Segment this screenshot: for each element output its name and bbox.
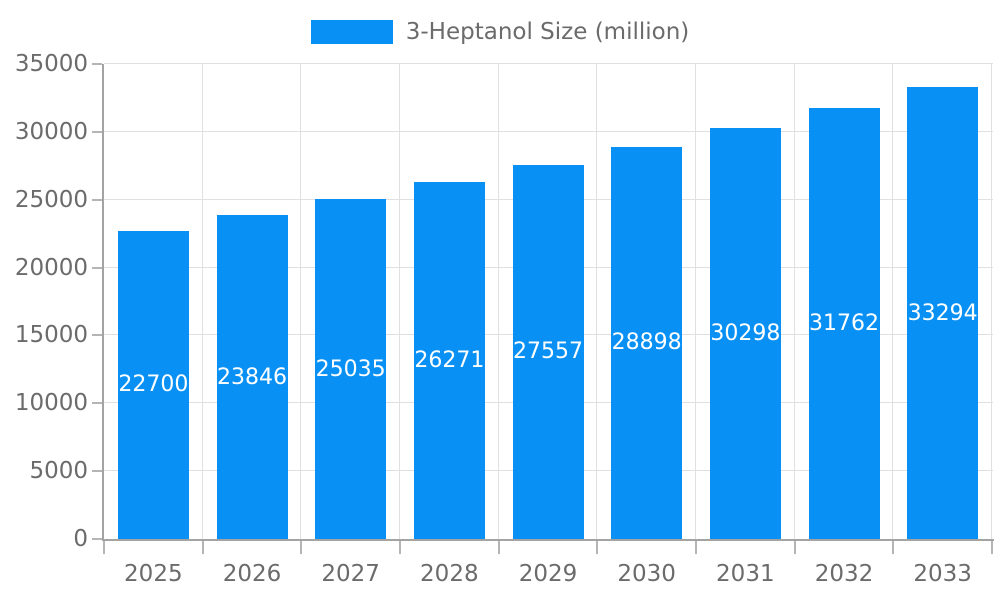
bar-value-label: 33294 bbox=[907, 300, 978, 326]
grid-line-horizontal bbox=[104, 130, 993, 132]
grid-line-vertical bbox=[596, 64, 598, 539]
legend: 3-Heptanol Size (million) bbox=[0, 18, 1000, 46]
y-axis-tick-label: 25000 bbox=[14, 186, 88, 213]
x-axis-tick-label: 2025 bbox=[124, 561, 183, 587]
legend-label: 3-Heptanol Size (million) bbox=[405, 19, 690, 45]
y-axis-tick-label: 35000 bbox=[14, 51, 88, 77]
x-axis-line bbox=[102, 539, 994, 541]
y-tick-mark bbox=[92, 334, 102, 337]
x-axis-tick-label: 2026 bbox=[222, 561, 282, 587]
x-tick-mark bbox=[991, 541, 993, 554]
bar-2033: 33294 bbox=[907, 87, 979, 539]
bar-2031: 30298 bbox=[709, 127, 781, 539]
grid-line-vertical bbox=[991, 64, 992, 539]
y-tick-mark bbox=[92, 538, 102, 540]
grid-line-vertical bbox=[399, 64, 400, 539]
bar-2026: 23846 bbox=[216, 215, 288, 539]
grid-line-vertical bbox=[300, 64, 302, 539]
y-axis-tick-label: 30000 bbox=[14, 118, 88, 145]
x-axis-tick-label: 2029 bbox=[518, 561, 578, 587]
x-tick-mark bbox=[103, 541, 105, 554]
x-tick-mark bbox=[300, 541, 303, 554]
x-tick-mark bbox=[695, 541, 697, 554]
x-axis-tick-label: 2031 bbox=[716, 561, 775, 587]
y-axis-line bbox=[102, 64, 104, 541]
bar-value-label: 23846 bbox=[217, 364, 287, 390]
y-tick-mark bbox=[92, 130, 102, 133]
y-axis-tick-label: 10000 bbox=[14, 390, 88, 417]
bar-value-label: 30298 bbox=[710, 320, 781, 346]
bar-value-label: 25035 bbox=[315, 356, 386, 382]
y-axis-tick-label: 15000 bbox=[14, 322, 88, 349]
y-tick-mark bbox=[92, 63, 102, 65]
y-tick-mark bbox=[92, 266, 102, 269]
y-axis-tick-label: 20000 bbox=[14, 254, 88, 281]
legend-swatch bbox=[310, 20, 393, 44]
x-axis-tick-label: 2032 bbox=[814, 561, 874, 587]
x-tick-mark bbox=[596, 541, 599, 554]
y-tick-mark bbox=[92, 402, 102, 405]
x-axis-tick-label: 2033 bbox=[913, 561, 972, 587]
bar-2027: 25035 bbox=[315, 199, 387, 539]
grid-line-horizontal bbox=[104, 63, 993, 64]
x-tick-mark bbox=[793, 541, 796, 554]
bar-2032: 31762 bbox=[808, 107, 880, 539]
grid-line-vertical bbox=[793, 64, 795, 539]
bar-value-label: 31762 bbox=[809, 310, 879, 336]
bar-2029: 27557 bbox=[512, 165, 584, 539]
x-axis-tick-label: 2030 bbox=[617, 561, 676, 587]
y-axis-tick-label: 0 bbox=[73, 526, 88, 552]
grid-line-vertical bbox=[497, 64, 499, 539]
bar-2030: 28898 bbox=[611, 146, 683, 539]
bar-value-label: 22700 bbox=[118, 372, 189, 398]
bar-2028: 26271 bbox=[413, 182, 485, 539]
x-tick-mark bbox=[497, 541, 500, 554]
x-tick-mark bbox=[201, 541, 204, 554]
bar-2025: 22700 bbox=[117, 230, 189, 539]
x-axis-tick-label: 2027 bbox=[321, 561, 380, 587]
y-tick-mark bbox=[92, 470, 102, 473]
grid-line-vertical bbox=[892, 64, 894, 539]
x-tick-mark bbox=[892, 541, 895, 554]
x-tick-mark bbox=[399, 541, 401, 554]
bar-value-label: 26271 bbox=[414, 348, 485, 374]
grid-line-vertical bbox=[201, 64, 203, 539]
x-axis-tick-label: 2028 bbox=[420, 561, 479, 587]
bar-value-label: 28898 bbox=[611, 330, 682, 356]
y-tick-mark bbox=[92, 198, 102, 201]
y-axis-tick-label: 5000 bbox=[29, 458, 88, 485]
grid-line-vertical bbox=[695, 64, 696, 539]
bar-value-label: 27557 bbox=[513, 339, 583, 365]
